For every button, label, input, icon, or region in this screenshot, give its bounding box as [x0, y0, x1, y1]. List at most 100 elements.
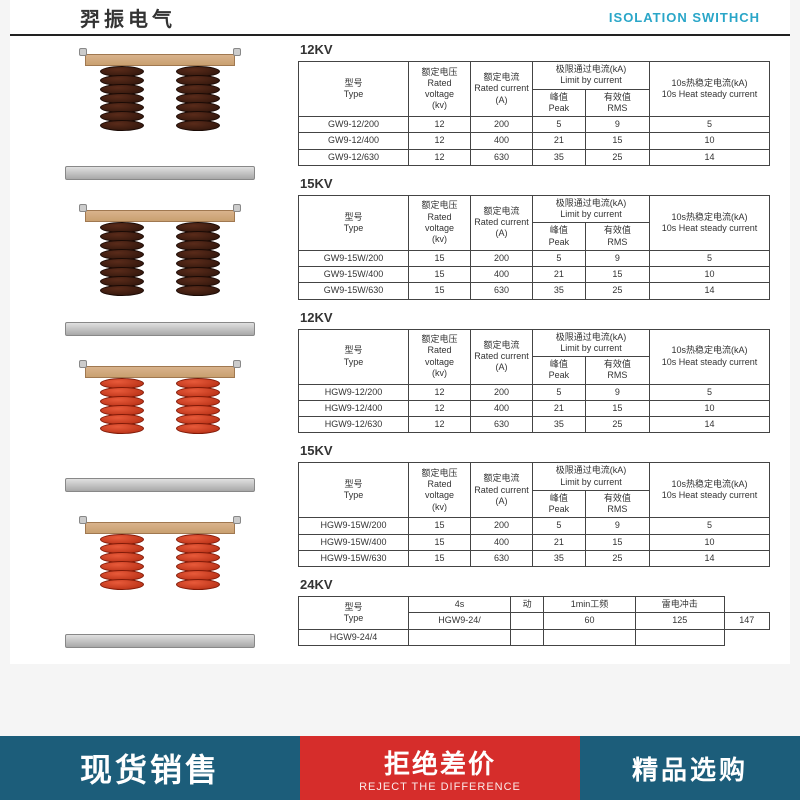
cell-current: 630 — [471, 417, 533, 433]
spec-block: 15KV型号Type额定电压Rated voltage(kv)额定电流Rated… — [298, 443, 770, 567]
table-row: GW9-15W/40015400211510 — [299, 267, 770, 283]
cell-rms: 9 — [585, 518, 649, 534]
voltage-class-label: 24KV — [300, 577, 770, 592]
cell-type: HGW9-15W/400 — [299, 534, 409, 550]
cell-current: 200 — [471, 384, 533, 400]
col-heat: 10s热稳定电流(kA)10s Heat steady current — [650, 329, 770, 384]
cell-peak: 21 — [533, 534, 586, 550]
promo-mid-badge: 拒绝差价 REJECT THE DIFFERENCE — [300, 736, 580, 800]
col-rms: 有效值RMS — [585, 223, 649, 251]
col-type: 型号Type — [299, 62, 409, 117]
col-limit: 极限通过电流(kA)Limit by current — [533, 329, 650, 357]
promo-left-badge: 现货销售 — [0, 736, 300, 800]
col-peak: 峰值Peak — [533, 89, 586, 117]
cell-type: GW9-12/200 — [299, 117, 409, 133]
col-type: 型号Type — [299, 329, 409, 384]
col-1min: 1min工频 — [544, 597, 636, 613]
col-type: 型号Type — [299, 463, 409, 518]
cell-voltage: 12 — [409, 417, 471, 433]
cell-rms: 15 — [585, 400, 649, 416]
cell-heat: 5 — [650, 384, 770, 400]
cell-voltage: 12 — [409, 384, 471, 400]
spec-table: 型号Type额定电压Rated voltage(kv)额定电流Rated cur… — [298, 329, 770, 434]
col-peak: 峰值Peak — [533, 223, 586, 251]
promo-mid-line2: REJECT THE DIFFERENCE — [359, 781, 521, 793]
promo-overlay: 现货销售 拒绝差价 REJECT THE DIFFERENCE 精品选购 — [0, 736, 800, 800]
cell-current: 630 — [471, 550, 533, 566]
cell-type: GW9-12/630 — [299, 149, 409, 165]
cell-voltage: 15 — [409, 283, 471, 299]
cell-rms: 9 — [585, 384, 649, 400]
col-peak: 峰值Peak — [533, 357, 586, 385]
cell-peak: 35 — [533, 149, 586, 165]
col-rms: 有效值RMS — [585, 89, 649, 117]
cell-current: 630 — [471, 149, 533, 165]
table-row: HGW9-24/4 — [299, 629, 770, 645]
voltage-class-label: 12KV — [300, 310, 770, 325]
cell-rms: 25 — [585, 550, 649, 566]
col-thunder: 雷电冲击 — [635, 597, 724, 613]
table-row: GW9-12/40012400211510 — [299, 133, 770, 149]
cell-rms: 15 — [585, 534, 649, 550]
cell-peak: 5 — [533, 250, 586, 266]
cell-current: 400 — [471, 133, 533, 149]
col-rms: 有效值RMS — [585, 490, 649, 518]
cell-peak: 21 — [533, 400, 586, 416]
cell-heat: 10 — [650, 133, 770, 149]
page-header: 羿振电气 ISOLATION SWITHCH — [10, 0, 790, 36]
col-heat: 10s热稳定电流(kA)10s Heat steady current — [650, 62, 770, 117]
cell-voltage: 12 — [409, 117, 471, 133]
cell-voltage: 15 — [409, 267, 471, 283]
cell-voltage: 15 — [409, 518, 471, 534]
isolator-image — [30, 196, 290, 344]
col-current: 额定电流Rated current(A) — [471, 195, 533, 250]
cell-rms: 9 — [585, 250, 649, 266]
col-limit: 极限通过电流(kA)Limit by current — [533, 62, 650, 90]
cell-peak: 35 — [533, 283, 586, 299]
col-current: 额定电流Rated current(A) — [471, 62, 533, 117]
cell-heat: 5 — [650, 250, 770, 266]
cell-type: HGW9-12/630 — [299, 417, 409, 433]
spec-block-cutoff: 24KV型号Type4s动1min工频雷电冲击HGW9-24/60125147H… — [298, 577, 770, 646]
cell-type: GW9-12/400 — [299, 133, 409, 149]
col-voltage: 额定电压Rated voltage(kv) — [409, 195, 471, 250]
table-row: HGW9-12/63012630352514 — [299, 417, 770, 433]
col-type: 型号Type — [299, 195, 409, 250]
cell-heat: 5 — [650, 117, 770, 133]
col-peak: 峰值Peak — [533, 490, 586, 518]
spec-table: 型号Type额定电压Rated voltage(kv)额定电流Rated cur… — [298, 61, 770, 166]
spec-block: 12KV型号Type额定电压Rated voltage(kv)额定电流Rated… — [298, 42, 770, 166]
col-current: 额定电流Rated current(A) — [471, 329, 533, 384]
section-title: ISOLATION SWITHCH — [609, 10, 760, 25]
table-row: GW9-15W/20015200595 — [299, 250, 770, 266]
promo-mid-line1: 拒绝差价 — [384, 744, 496, 781]
cell-voltage: 12 — [409, 133, 471, 149]
cell-current: 200 — [471, 518, 533, 534]
spec-block: 15KV型号Type额定电压Rated voltage(kv)额定电流Rated… — [298, 176, 770, 300]
cell-peak: 35 — [533, 417, 586, 433]
table-row: HGW9-15W/63015630352514 — [299, 550, 770, 566]
cell-rms: 25 — [585, 417, 649, 433]
cell-rms: 25 — [585, 283, 649, 299]
product-images-column — [30, 40, 290, 664]
cell-voltage: 15 — [409, 250, 471, 266]
cell-type: HGW9-12/200 — [299, 384, 409, 400]
cell-rms: 9 — [585, 117, 649, 133]
cell-peak: 21 — [533, 267, 586, 283]
cell-type: GW9-15W/200 — [299, 250, 409, 266]
cell-heat: 5 — [650, 518, 770, 534]
table-row: HGW9-15W/20015200595 — [299, 518, 770, 534]
isolator-image — [30, 352, 290, 500]
table-row: HGW9-12/20012200595 — [299, 384, 770, 400]
col-limit: 极限通过电流(kA)Limit by current — [533, 463, 650, 491]
promo-right-badge: 精品选购 — [580, 736, 800, 800]
cell-current: 400 — [471, 400, 533, 416]
cell-type: HGW9-15W/200 — [299, 518, 409, 534]
cell-heat: 14 — [650, 550, 770, 566]
cell-voltage: 12 — [409, 149, 471, 165]
cell-type: GW9-15W/400 — [299, 267, 409, 283]
cell-peak: 5 — [533, 384, 586, 400]
col-voltage: 额定电压Rated voltage(kv) — [409, 62, 471, 117]
cell-type: GW9-15W/630 — [299, 283, 409, 299]
cell-heat: 14 — [650, 417, 770, 433]
